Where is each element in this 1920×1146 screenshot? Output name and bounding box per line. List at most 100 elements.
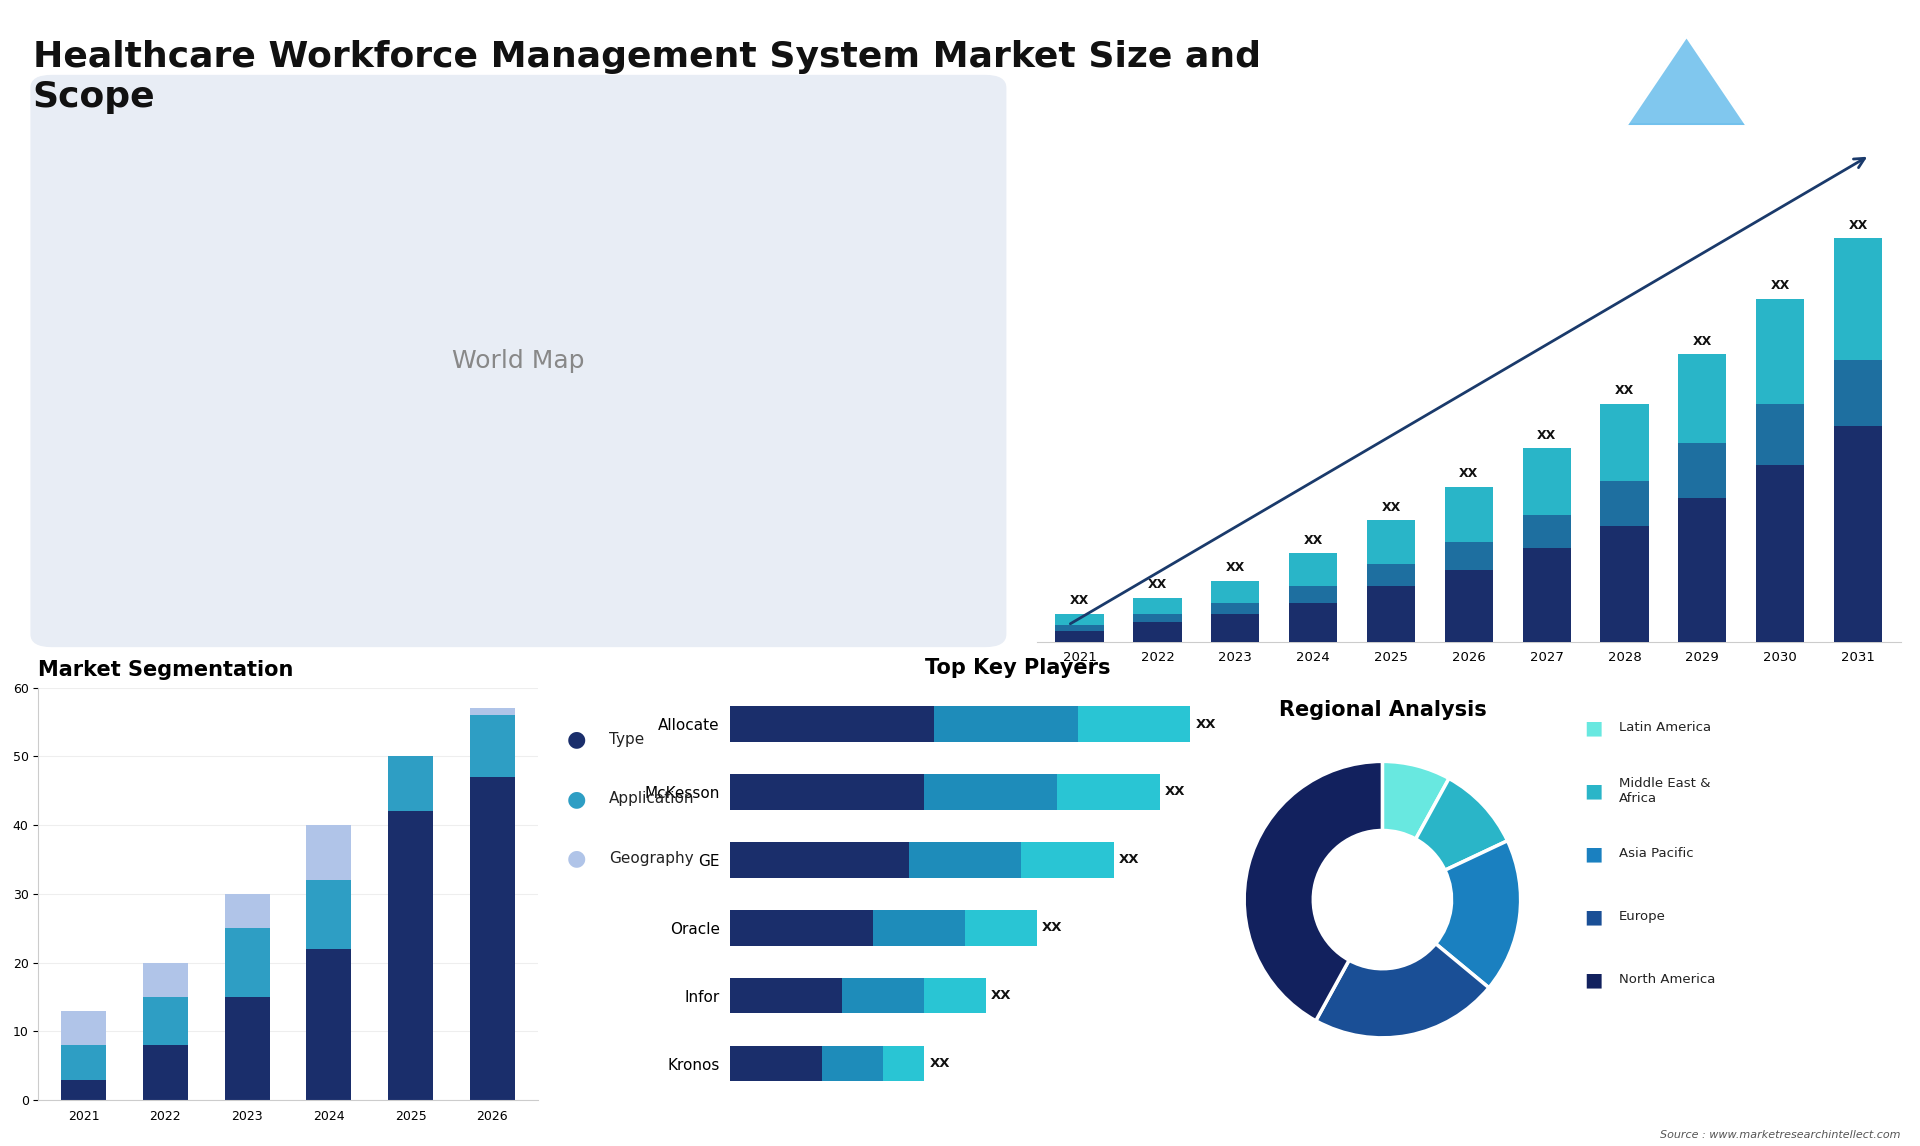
Bar [470,708,515,715]
Text: XX: XX [1119,854,1139,866]
Text: ●: ● [566,788,586,809]
Text: XX: XX [991,989,1012,1003]
Text: XX: XX [1225,562,1244,574]
Bar [730,979,843,1013]
Bar [307,949,351,1100]
Bar [1444,542,1494,570]
Bar [1523,548,1571,642]
Text: Market Segmentation: Market Segmentation [38,660,294,681]
Bar [470,715,515,777]
Bar [1834,238,1882,360]
Text: MARKET: MARKET [1776,47,1824,57]
Bar [822,1046,883,1082]
Bar [1834,426,1882,642]
Bar [1757,299,1805,405]
Text: XX: XX [1849,219,1868,231]
Text: ■: ■ [1584,782,1603,800]
Text: North America: North America [1619,973,1715,987]
Text: XX: XX [1380,501,1400,513]
Text: ●: ● [566,729,586,749]
Bar [388,811,434,1100]
Bar [1077,706,1190,741]
Bar [1288,603,1336,642]
Text: Latin America: Latin America [1619,721,1711,735]
Bar [730,842,908,878]
Title: Top Key Players: Top Key Players [925,658,1110,677]
Text: RESEARCH: RESEARCH [1776,76,1837,85]
Bar [1212,603,1260,614]
Text: XX: XX [1196,717,1215,730]
Bar [1757,465,1805,642]
Text: Europe: Europe [1619,910,1665,924]
Bar [730,775,924,809]
Text: Type: Type [609,731,643,747]
Bar [307,880,351,949]
Text: Source : www.marketresearchintellect.com: Source : www.marketresearchintellect.com [1661,1130,1901,1140]
Bar [61,1080,106,1100]
Bar [225,928,269,997]
Bar [1444,570,1494,642]
Bar [1523,448,1571,515]
Bar [225,894,269,928]
Bar [142,1045,188,1100]
Bar [1601,526,1649,642]
Bar [142,963,188,997]
Bar [1056,626,1104,630]
Bar [61,1045,106,1080]
Bar [225,997,269,1100]
Bar [935,706,1077,741]
Bar [1021,842,1114,878]
Bar [388,756,434,811]
Bar [1058,775,1160,809]
Bar [1523,515,1571,548]
FancyBboxPatch shape [31,76,1006,646]
Bar [1444,487,1494,542]
Bar [470,777,515,1100]
Text: ■: ■ [1584,719,1603,737]
Bar [1367,520,1415,564]
Bar [1288,587,1336,603]
Bar [874,910,966,945]
Wedge shape [1244,761,1382,1021]
Bar [966,910,1037,945]
Text: Geography: Geography [609,850,693,866]
Bar [1288,554,1336,587]
Bar [1367,564,1415,587]
Wedge shape [1315,943,1488,1038]
Text: Asia Pacific: Asia Pacific [1619,847,1693,861]
Bar [1133,597,1181,614]
Text: Middle East &
Africa: Middle East & Africa [1619,777,1711,804]
Bar [1367,587,1415,642]
Bar [924,979,985,1013]
Text: XX: XX [1538,429,1557,441]
Bar [1056,614,1104,626]
Bar [61,1011,106,1045]
Bar [1834,360,1882,426]
Text: XX: XX [1148,578,1167,591]
Text: Application: Application [609,791,695,807]
Bar [730,910,874,945]
Text: XX: XX [1069,595,1089,607]
Text: XX: XX [1770,280,1789,292]
Text: ■: ■ [1584,845,1603,863]
Bar [1212,614,1260,642]
Text: World Map: World Map [451,350,586,372]
Text: XX: XX [1615,384,1634,398]
Text: ■: ■ [1584,908,1603,926]
Bar [1056,630,1104,642]
Bar [730,706,935,741]
Bar [924,775,1058,809]
Text: XX: XX [1459,468,1478,480]
Bar [883,1046,924,1082]
Wedge shape [1415,778,1507,870]
Bar [1757,405,1805,465]
Text: Healthcare Workforce Management System Market Size and
Scope: Healthcare Workforce Management System M… [33,40,1261,113]
Bar [1678,354,1726,442]
Bar [1212,581,1260,603]
Text: XX: XX [929,1058,950,1070]
Bar [307,825,351,880]
Bar [142,997,188,1045]
Polygon shape [1626,37,1745,125]
Bar [1601,405,1649,481]
Bar [1601,481,1649,526]
